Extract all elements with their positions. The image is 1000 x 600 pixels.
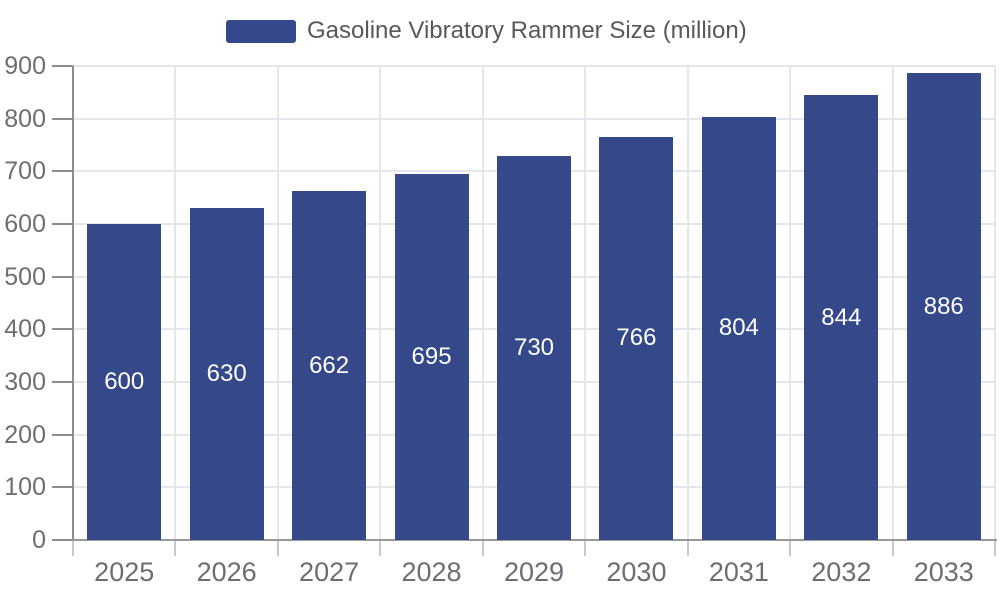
x-gridline bbox=[891, 66, 894, 540]
y-axis-tick-label: 900 bbox=[4, 52, 46, 80]
y-gridline bbox=[73, 65, 995, 67]
x-axis-tick bbox=[584, 541, 587, 556]
x-axis-tick bbox=[276, 541, 279, 556]
y-axis-tick-label: 700 bbox=[4, 157, 46, 186]
y-axis-tick bbox=[52, 486, 73, 489]
legend-item[interactable]: Gasoline Vibratory Rammer Size (million) bbox=[226, 17, 747, 45]
y-axis-tick bbox=[52, 275, 73, 278]
x-axis-tick bbox=[789, 541, 792, 556]
y-axis-tick bbox=[52, 223, 73, 225]
x-gridline bbox=[481, 66, 484, 540]
x-axis-tick-label: 2032 bbox=[811, 557, 872, 587]
x-axis-tick bbox=[481, 541, 484, 556]
x-axis-tick-label: 2026 bbox=[196, 557, 257, 587]
y-axis-tick bbox=[52, 381, 73, 383]
bar-2029[interactable]: 730 bbox=[497, 155, 571, 540]
x-axis-tick-label: 2030 bbox=[606, 557, 667, 587]
y-axis-tick-label: 500 bbox=[4, 262, 46, 291]
x-axis-tick-label: 2027 bbox=[299, 557, 360, 587]
bar-2031[interactable]: 804 bbox=[701, 116, 776, 540]
x-axis-tick-label: 2028 bbox=[401, 557, 462, 587]
bar-2032[interactable]: 844 bbox=[804, 95, 879, 540]
bar-value-label: 844 bbox=[821, 303, 862, 331]
x-gridline bbox=[686, 66, 689, 540]
x-axis-tick bbox=[891, 541, 894, 556]
y-axis-tick bbox=[52, 539, 73, 541]
bar-value-label: 600 bbox=[104, 368, 145, 395]
bar-2030[interactable]: 766 bbox=[599, 136, 674, 540]
x-gridline bbox=[789, 66, 792, 540]
y-axis-tick bbox=[52, 170, 73, 173]
x-axis-tick bbox=[379, 541, 382, 556]
y-axis-tick-label: 200 bbox=[4, 420, 46, 449]
bar-value-label: 630 bbox=[206, 360, 247, 388]
y-axis-tick-label: 600 bbox=[4, 210, 46, 238]
bar-value-label: 886 bbox=[923, 292, 964, 320]
x-axis-line bbox=[72, 539, 997, 541]
bar-value-label: 662 bbox=[309, 351, 350, 379]
x-axis-tick bbox=[174, 541, 177, 556]
y-gridline bbox=[73, 117, 995, 120]
x-gridline bbox=[276, 66, 279, 540]
y-axis-tick bbox=[52, 65, 73, 67]
x-axis-tick-label: 2029 bbox=[503, 557, 565, 587]
y-axis-tick bbox=[52, 433, 73, 436]
x-gridline bbox=[379, 66, 382, 540]
y-axis-tick bbox=[52, 328, 73, 331]
x-axis-tick bbox=[72, 541, 74, 556]
legend-label: Gasoline Vibratory Rammer Size (million) bbox=[307, 17, 747, 44]
bar-2026[interactable]: 630 bbox=[189, 208, 264, 540]
y-axis-tick-label: 800 bbox=[4, 104, 46, 133]
y-axis-tick-label: 300 bbox=[4, 368, 46, 396]
bar-value-label: 730 bbox=[513, 333, 555, 361]
x-axis-tick-label: 2025 bbox=[94, 557, 155, 587]
bar-2027[interactable]: 662 bbox=[292, 191, 367, 540]
y-axis-line bbox=[72, 66, 74, 541]
y-axis-tick-label: 400 bbox=[4, 315, 46, 344]
x-axis-tick-label: 2033 bbox=[913, 557, 974, 587]
bar-2033[interactable]: 886 bbox=[906, 73, 981, 540]
x-gridline bbox=[994, 66, 996, 540]
y-axis-tick bbox=[52, 117, 73, 120]
bar-value-label: 804 bbox=[718, 314, 759, 342]
legend-swatch bbox=[226, 19, 296, 43]
x-axis-tick-label: 2031 bbox=[708, 557, 769, 587]
y-axis-tick-label: 100 bbox=[4, 473, 46, 502]
y-axis-tick-label: 0 bbox=[32, 526, 46, 554]
bar-value-label: 695 bbox=[411, 342, 452, 370]
bar-value-label: 766 bbox=[616, 324, 657, 352]
x-gridline bbox=[174, 66, 177, 540]
bar-2028[interactable]: 695 bbox=[394, 173, 469, 540]
x-gridline bbox=[584, 66, 587, 540]
x-axis-tick bbox=[994, 541, 996, 556]
x-axis-tick bbox=[686, 541, 689, 556]
bar-2025[interactable]: 600 bbox=[87, 224, 162, 540]
